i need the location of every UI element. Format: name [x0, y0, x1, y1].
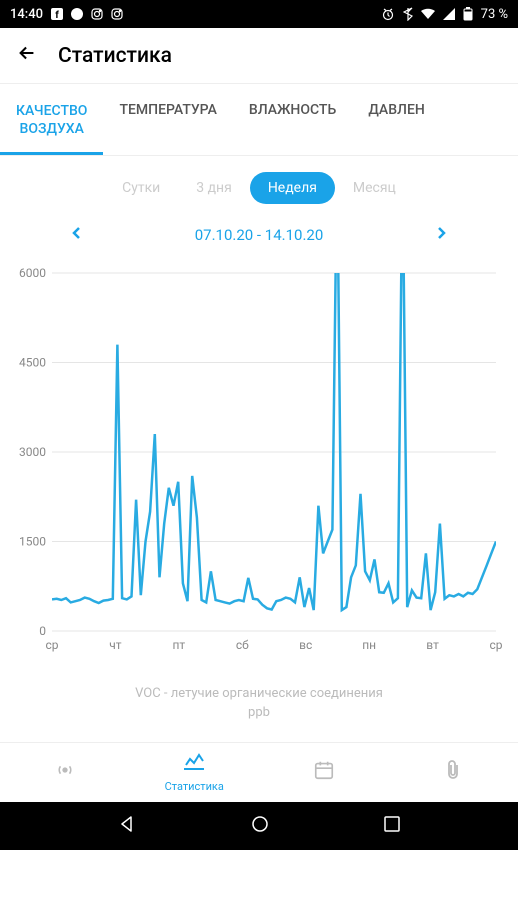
- facebook-icon: f: [51, 8, 63, 20]
- nav-stats[interactable]: Статистика: [130, 751, 260, 793]
- svg-text:1500: 1500: [19, 535, 46, 549]
- bottom-navigation: Статистика: [0, 742, 518, 802]
- tab-temperature[interactable]: ТЕМПЕРАТУРА: [103, 84, 232, 155]
- page-title: Статистика: [58, 44, 172, 68]
- android-back[interactable]: [117, 814, 137, 838]
- android-nav-bar: [0, 802, 518, 850]
- prev-date-button[interactable]: [70, 224, 84, 245]
- next-date-button[interactable]: [434, 224, 448, 245]
- svg-text:ср: ср: [45, 638, 58, 652]
- caption-line1: VOC - летучие органические соединения: [0, 685, 518, 703]
- tab-humidity[interactable]: ВЛАЖНОСТЬ: [233, 84, 352, 155]
- android-home[interactable]: [250, 814, 270, 838]
- svg-text:3000: 3000: [19, 445, 46, 459]
- svg-text:вс: вс: [299, 638, 312, 652]
- instagram-icon: [91, 8, 103, 20]
- chart-caption: VOC - летучие органические соединения pp…: [0, 655, 518, 741]
- svg-text:4500: 4500: [19, 356, 46, 370]
- paperclip-icon: [443, 759, 463, 786]
- circle-icon: [71, 8, 83, 20]
- svg-text:0: 0: [39, 624, 46, 638]
- svg-text:вт: вт: [426, 638, 439, 652]
- chart-icon: [182, 751, 206, 778]
- app-header: Статистика: [0, 28, 518, 84]
- bluetooth-icon: [403, 7, 413, 21]
- date-range-label: 07.10.20 - 14.10.20: [195, 226, 324, 244]
- nav-live[interactable]: [0, 759, 130, 786]
- svg-text:пн: пн: [362, 638, 376, 652]
- status-bar: 14:40 f 73 %: [0, 0, 518, 28]
- chart-container: 0 1500 3000 4500 6000 ср чт пт сб вс пн вт ср: [0, 265, 518, 655]
- svg-text:чт: чт: [109, 638, 122, 652]
- voc-line-chart: 0 1500 3000 4500 6000 ср чт пт сб вс пн вт ср: [10, 265, 502, 655]
- back-button[interactable]: [16, 42, 38, 70]
- period-day[interactable]: Сутки: [104, 172, 178, 204]
- nav-attach[interactable]: [389, 759, 518, 786]
- period-month[interactable]: Месяц: [335, 172, 414, 204]
- svg-text:6000: 6000: [19, 266, 46, 280]
- alarm-icon: [381, 7, 395, 21]
- svg-text:f: f: [55, 10, 59, 20]
- svg-text:сб: сб: [236, 638, 249, 652]
- broadcast-icon: [54, 759, 76, 786]
- instagram-icon-2: [111, 8, 123, 20]
- nav-stats-label: Статистика: [165, 780, 224, 793]
- period-3days[interactable]: 3 дня: [178, 172, 250, 204]
- battery-percent: 73 %: [481, 7, 508, 22]
- caption-line2: ppb: [0, 704, 518, 722]
- date-navigator: 07.10.20 - 14.10.20: [0, 216, 518, 265]
- wifi-icon: [421, 8, 435, 20]
- svg-text:пт: пт: [173, 638, 186, 652]
- battery-icon: [463, 7, 473, 21]
- signal-icon: [443, 8, 455, 20]
- metric-tabs: КАЧЕСТВОВОЗДУХА ТЕМПЕРАТУРА ВЛАЖНОСТЬ ДА…: [0, 84, 518, 156]
- tab-pressure[interactable]: ДАВЛЕН: [352, 84, 440, 155]
- status-time: 14:40: [10, 7, 43, 22]
- period-week[interactable]: Неделя: [250, 172, 335, 204]
- svg-text:ср: ср: [489, 638, 502, 652]
- period-selector: Сутки 3 дня Неделя Месяц: [0, 156, 518, 216]
- android-recent[interactable]: [383, 815, 401, 837]
- calendar-icon: [313, 759, 335, 786]
- tab-air-quality[interactable]: КАЧЕСТВОВОЗДУХА: [0, 84, 103, 155]
- nav-calendar[interactable]: [259, 759, 389, 786]
